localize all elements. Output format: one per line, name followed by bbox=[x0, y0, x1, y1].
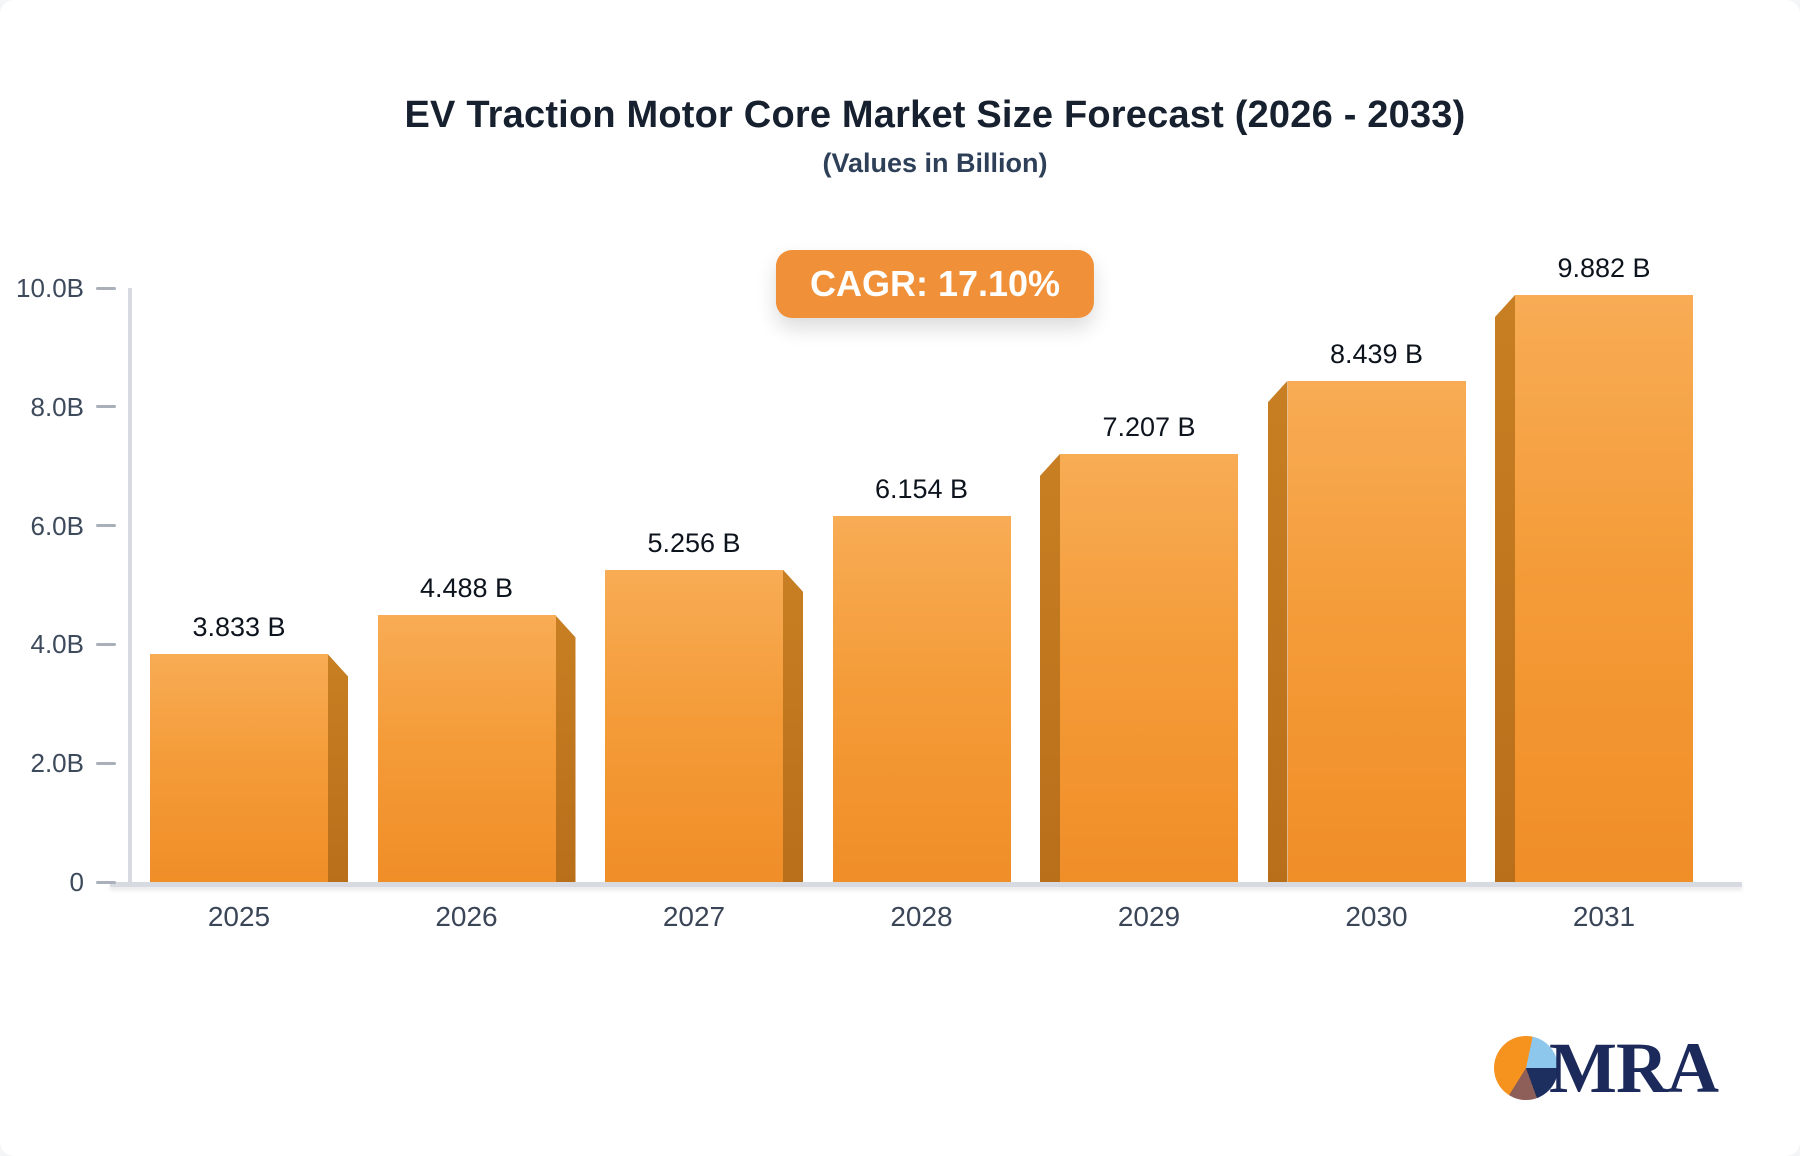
x-axis-label-2025: 2025 bbox=[207, 901, 271, 932]
x-axis-label-2031: 2031 bbox=[1572, 901, 1636, 932]
bar-2030[interactable] bbox=[1287, 380, 1466, 882]
y-axis-tick-label: 4.0B bbox=[30, 629, 85, 660]
y-axis-tick bbox=[96, 286, 116, 290]
bar-value-label: 7.207 B bbox=[1102, 411, 1196, 442]
bar-3d-side-2031 bbox=[1495, 295, 1515, 882]
y-axis-tick bbox=[96, 642, 116, 646]
x-axis-label-2030: 2030 bbox=[1345, 901, 1408, 932]
y-axis-tick-label: 8.0B bbox=[30, 391, 85, 422]
y-axis-line bbox=[128, 288, 132, 884]
y-axis-tick-label: 6.0B bbox=[30, 510, 85, 541]
bar-2028[interactable] bbox=[832, 516, 1011, 882]
y-axis-tick bbox=[96, 405, 116, 409]
cagr-badge: CAGR: 17.10% bbox=[775, 250, 1095, 318]
x-axis-label-2027: 2027 bbox=[662, 901, 726, 932]
bar-2025[interactable] bbox=[150, 654, 328, 882]
bar-value-label: 9.882 B bbox=[1557, 253, 1651, 283]
y-axis-tick-label: 0 bbox=[69, 867, 84, 897]
bar-3d-side-2029 bbox=[1040, 453, 1060, 882]
x-axis-label-2026: 2026 bbox=[435, 901, 498, 932]
pie-chart-logo-icon bbox=[1494, 1036, 1558, 1100]
bar-value-label: 5.256 B bbox=[647, 527, 741, 558]
bar-value-label: 3.833 B bbox=[192, 612, 286, 643]
bar-3d-side-2026 bbox=[555, 615, 576, 882]
bar-value-label: 8.439 B bbox=[1329, 338, 1424, 369]
bar-value-label: 6.154 B bbox=[874, 474, 969, 505]
bar-2031[interactable] bbox=[1515, 295, 1693, 882]
y-axis-tick-label: 2.0B bbox=[30, 748, 85, 779]
bar-3d-side-2025 bbox=[328, 654, 348, 882]
chart-subtitle: (Values in Billion) bbox=[822, 148, 1048, 178]
bar-2027[interactable] bbox=[605, 569, 783, 882]
bar-2029[interactable] bbox=[1060, 453, 1238, 882]
x-axis-label-2029: 2029 bbox=[1117, 901, 1181, 932]
bar-value-label: 4.488 B bbox=[419, 573, 514, 604]
bar-3d-side-2027 bbox=[783, 569, 803, 882]
chart-title: EV Traction Motor Core Market Size Forec… bbox=[404, 94, 1466, 136]
mra-logo: MRA bbox=[1494, 1028, 1719, 1108]
bar-2026[interactable] bbox=[377, 615, 556, 882]
logo-text: MRA bbox=[1549, 1028, 1719, 1108]
x-axis-line bbox=[110, 882, 1742, 887]
y-axis-tick bbox=[96, 880, 116, 884]
y-axis-tick bbox=[96, 524, 116, 528]
bar-3d-side-2030 bbox=[1267, 380, 1288, 882]
x-axis-label-2028: 2028 bbox=[890, 901, 953, 932]
y-axis-tick-label: 10.0B bbox=[16, 273, 84, 303]
y-axis-tick bbox=[96, 761, 116, 765]
